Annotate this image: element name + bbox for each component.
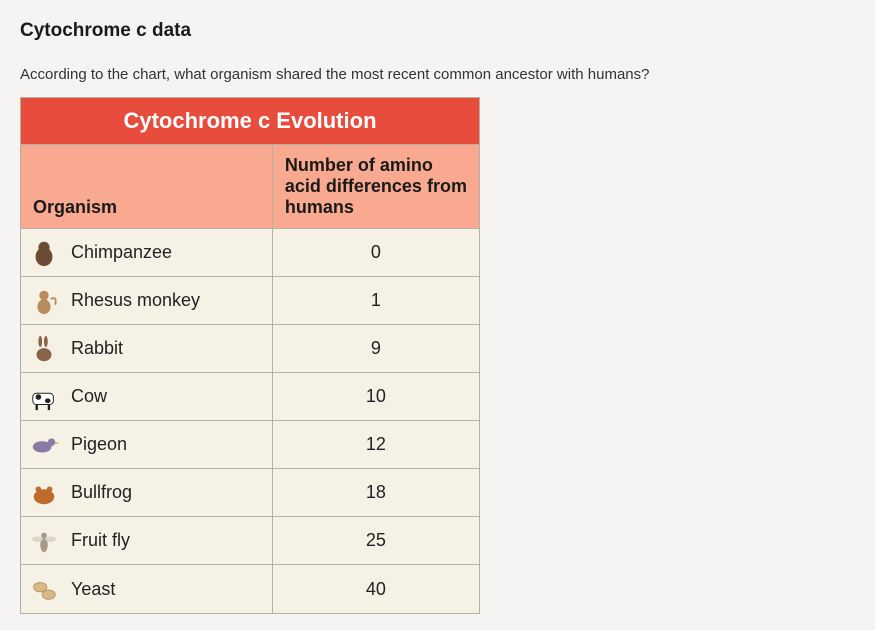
- organism-label: Chimpanzee: [71, 242, 172, 263]
- question-text: According to the chart, what organism sh…: [20, 66, 855, 83]
- fruitfly-icon: [27, 524, 61, 558]
- organism-cell: Cow: [21, 373, 273, 420]
- table-row: Yeast 40: [21, 565, 479, 613]
- organism-cell: Pigeon: [21, 421, 273, 468]
- value-cell: 0: [273, 229, 479, 276]
- organism-label: Rabbit: [71, 338, 123, 359]
- bullfrog-icon: [27, 476, 61, 510]
- organism-label: Pigeon: [71, 434, 127, 455]
- cow-icon: [27, 380, 61, 414]
- yeast-icon: [27, 572, 61, 606]
- value-cell: 9: [273, 325, 479, 372]
- organism-label: Rhesus monkey: [71, 290, 200, 311]
- monkey-icon: [27, 284, 61, 318]
- organism-label: Bullfrog: [71, 482, 132, 503]
- value-cell: 25: [273, 517, 479, 564]
- table-row: Rabbit 9: [21, 325, 479, 373]
- table-row: Fruit fly 25: [21, 517, 479, 565]
- organism-cell: Rhesus monkey: [21, 277, 273, 324]
- organism-label: Cow: [71, 386, 107, 407]
- value-cell: 12: [273, 421, 479, 468]
- table-row: Cow 10: [21, 373, 479, 421]
- table-title: Cytochrome c Evolution: [21, 98, 479, 145]
- col-header-differences: Number of amino acid differences from hu…: [273, 145, 479, 228]
- table-header-row: Organism Number of amino acid difference…: [21, 145, 479, 229]
- organism-cell: Yeast: [21, 565, 273, 613]
- organism-cell: Rabbit: [21, 325, 273, 372]
- page-title: Cytochrome c data: [20, 20, 855, 42]
- value-cell: 40: [273, 565, 479, 613]
- value-cell: 18: [273, 469, 479, 516]
- value-cell: 10: [273, 373, 479, 420]
- organism-cell: Fruit fly: [21, 517, 273, 564]
- table-row: Bullfrog 18: [21, 469, 479, 517]
- table-row: Rhesus monkey 1: [21, 277, 479, 325]
- pigeon-icon: [27, 428, 61, 462]
- chimpanzee-icon: [27, 236, 61, 270]
- table-row: Chimpanzee 0: [21, 229, 479, 277]
- col-header-organism: Organism: [21, 145, 273, 228]
- table-row: Pigeon 12: [21, 421, 479, 469]
- organism-cell: Chimpanzee: [21, 229, 273, 276]
- organism-cell: Bullfrog: [21, 469, 273, 516]
- cytochrome-table: Cytochrome c Evolution Organism Number o…: [20, 97, 480, 614]
- rabbit-icon: [27, 332, 61, 366]
- organism-label: Yeast: [71, 579, 115, 600]
- organism-label: Fruit fly: [71, 530, 130, 551]
- value-cell: 1: [273, 277, 479, 324]
